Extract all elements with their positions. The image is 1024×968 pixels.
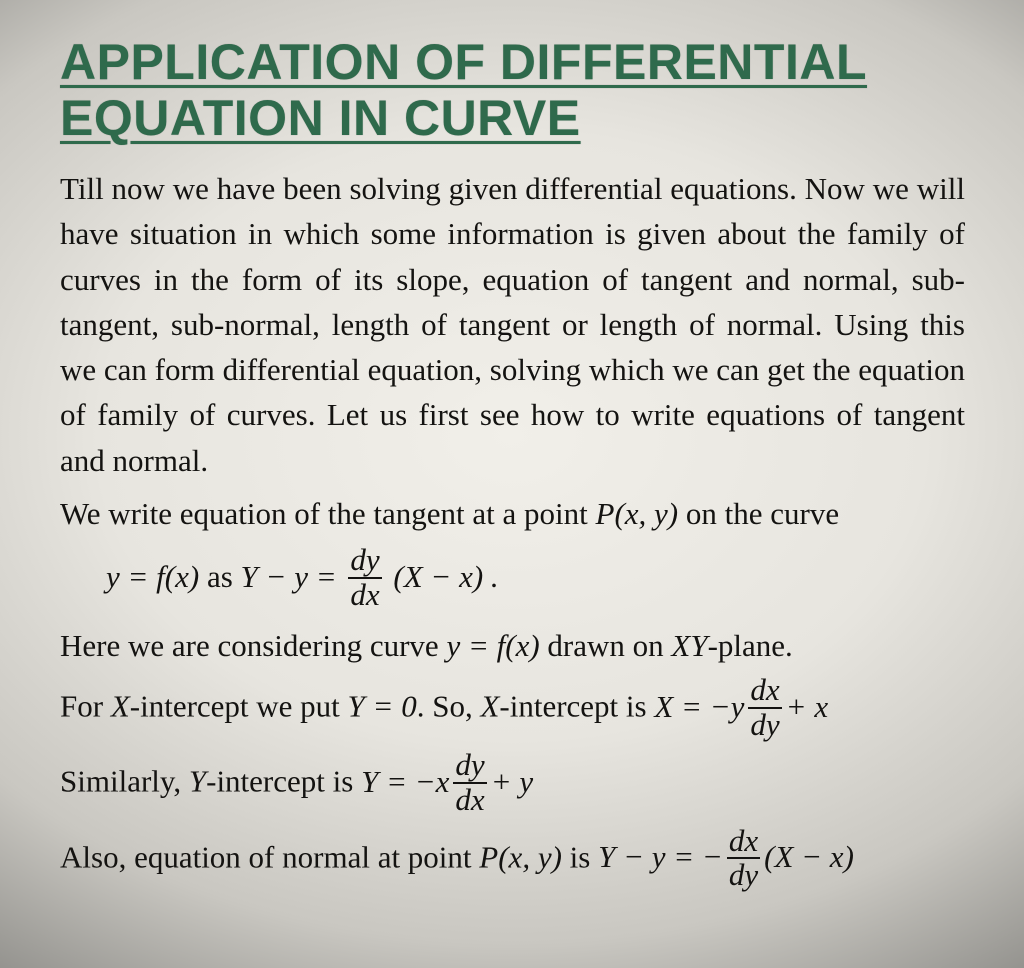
- textbook-page: APPLICATION OF DIFFERENTIAL EQUATION IN …: [60, 34, 965, 902]
- text: Similarly,: [60, 764, 189, 799]
- body-text: Till now we have been solving given diff…: [60, 166, 965, 894]
- text: -intercept is: [499, 689, 654, 724]
- xy-plane: XY: [671, 628, 707, 663]
- numerator: dy: [453, 749, 486, 782]
- eq-lhs: X = −y: [654, 689, 744, 724]
- paragraph-intro: Till now we have been solving given diff…: [60, 166, 965, 483]
- paragraph-curve-plane: Here we are considering curve y = f(x) d…: [60, 623, 965, 668]
- numerator: dx: [727, 825, 760, 858]
- numerator: dx: [748, 674, 781, 707]
- text-as: as: [199, 559, 240, 594]
- denominator: dx: [348, 577, 381, 612]
- paragraph-x-intercept: For X-intercept we put Y = 0. So, X-inte…: [60, 676, 965, 743]
- paragraph-tangent-intro: We write equation of the tangent at a po…: [60, 491, 965, 536]
- eq-tail: + x: [786, 689, 828, 724]
- point-pxy: P(x, y): [596, 496, 679, 531]
- text: For: [60, 689, 111, 724]
- eq-lhs: Y − y = −: [598, 839, 723, 874]
- var-y: Y: [189, 764, 206, 799]
- curve-eq: y = f(x): [446, 628, 539, 663]
- paragraph-y-intercept: Similarly, Y-intercept is Y = −xdydx+ y: [60, 751, 965, 818]
- fraction-dx-dy: dxdy: [748, 674, 781, 741]
- eq-lhs: Y = −x: [361, 764, 449, 799]
- text: -intercept we put: [130, 689, 348, 724]
- numerator: dy: [348, 544, 381, 577]
- equation-tangent: y = f(x) as Y − y = dydx (X − x) .: [106, 546, 965, 613]
- denominator: dy: [727, 857, 760, 892]
- eq-tail: + y: [491, 764, 533, 799]
- heading-line-2: EQUATION IN CURVE: [60, 90, 581, 146]
- text: drawn on: [540, 628, 672, 663]
- text: Here we are considering curve: [60, 628, 446, 663]
- var-x: X: [111, 689, 130, 724]
- point-pxy-2: P(x, y): [479, 839, 562, 874]
- fraction-dy-dx: dydx: [348, 544, 381, 611]
- fraction-dy-dx-2: dydx: [453, 749, 486, 816]
- denominator: dy: [748, 707, 781, 742]
- text: on the curve: [678, 496, 839, 531]
- text: -plane.: [708, 628, 793, 663]
- section-heading: APPLICATION OF DIFFERENTIAL EQUATION IN …: [60, 34, 965, 146]
- denominator: dx: [453, 782, 486, 817]
- eq-y-fx: y = f(x): [106, 559, 199, 594]
- text: . So,: [417, 689, 481, 724]
- eq-tail: (X − x): [764, 839, 854, 874]
- text: -intercept is: [206, 764, 361, 799]
- heading-line-1: APPLICATION OF DIFFERENTIAL: [60, 34, 867, 90]
- text: Also, equation of normal at point: [60, 839, 479, 874]
- text: is: [562, 839, 598, 874]
- var-x2: X: [480, 689, 499, 724]
- text: We write equation of the tangent at a po…: [60, 496, 596, 531]
- eq-tail: (X − x) .: [386, 559, 499, 594]
- eq-y0: Y = 0: [348, 689, 417, 724]
- fraction-dx-dy-2: dxdy: [727, 825, 760, 892]
- eq-lhs: Y − y =: [241, 559, 345, 594]
- paragraph-normal: Also, equation of normal at point P(x, y…: [60, 827, 965, 894]
